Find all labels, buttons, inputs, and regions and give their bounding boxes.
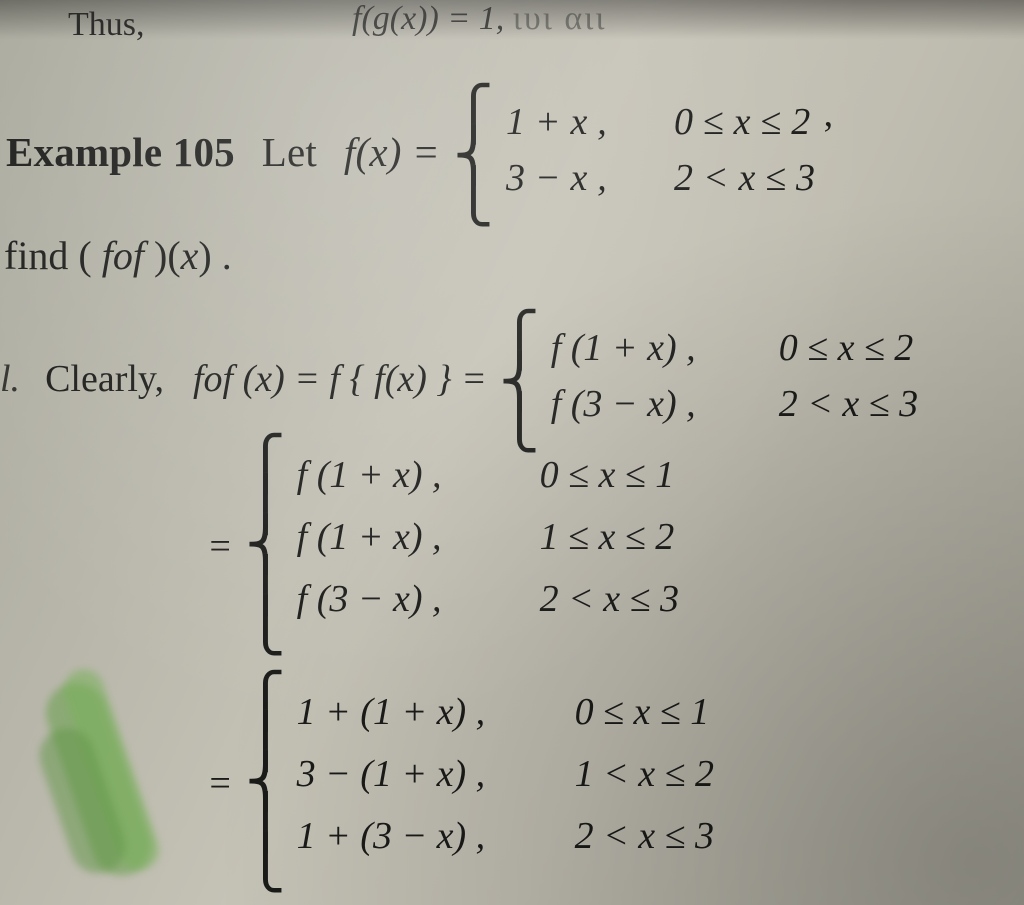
clearly-word: Clearly,	[45, 358, 164, 400]
piecewise-2: f (1 + x) , 0 ≤ x ≤ 2 f (3 − x) , 2 < x …	[551, 326, 918, 438]
pw2-r1-l: f (1 + x) ,	[551, 326, 751, 370]
pw3-r3-r: 2 < x ≤ 3	[512, 577, 679, 621]
pw3-r1-r: 0 ≤ x ≤ 1	[512, 453, 675, 497]
fg-expr: f(g(x)) = 1,	[352, 0, 504, 37]
pw1-r1-r: 0 ≤ x ≤ 2	[646, 100, 810, 144]
pw4-r1-r: 0 ≤ x ≤ 1	[547, 690, 710, 734]
brace-2: ⎧⎨⎩	[500, 320, 539, 445]
cutoff-text: ιυι αιι	[513, 0, 607, 37]
text-thus: Thus,	[68, 6, 145, 44]
brace-1: ⎧⎨⎩	[454, 94, 493, 219]
pw4-r3-r: 2 < x ≤ 3	[547, 814, 714, 858]
pw1-r2-r: 2 < x ≤ 3	[646, 156, 815, 200]
clearly-line: l. Clearly, fof (x) = f { f(x) } = ⎧⎨⎩ f…	[0, 320, 918, 445]
pw4-r1-l: 1 + (1 + x) ,	[297, 690, 547, 734]
pw3-r2-l: f (1 + x) ,	[297, 515, 512, 559]
eq4: =	[207, 762, 233, 804]
block-4: = ⎧⎪⎨⎪⎩ 1 + (1 + x) , 0 ≤ x ≤ 1 3 − (1 +…	[207, 682, 714, 885]
pw4-r2-l: 3 − (1 + x) ,	[297, 752, 547, 796]
highlighter-smear	[3, 636, 215, 888]
example-line: Example 105 Let f(x) = ⎧⎨⎩ 1 + x , 0 ≤ x…	[6, 94, 835, 219]
text-fg-partial: f(g(x)) = 1, ιυι αιι	[352, 0, 607, 38]
find-line: find ( fof )(x) .	[4, 232, 232, 279]
pw1-r1-l: 1 + x ,	[506, 100, 646, 144]
let-word: Let	[262, 129, 317, 175]
pw2-r1-r: 0 ≤ x ≤ 2	[751, 326, 914, 370]
pw2-r2-r: 2 < x ≤ 3	[751, 382, 918, 426]
marginal-l: l.	[0, 358, 20, 400]
pw3-r3-l: f (3 − x) ,	[297, 577, 512, 621]
pw3-r1-l: f (1 + x) ,	[297, 453, 512, 497]
piecewise-3: f (1 + x) , 0 ≤ x ≤ 1 f (1 + x) , 1 ≤ x …	[297, 453, 679, 639]
pw4-r3-l: 1 + (3 − x) ,	[297, 814, 547, 858]
pw1-r2-l: 3 − x ,	[506, 156, 646, 200]
piecewise-4: 1 + (1 + x) , 0 ≤ x ≤ 1 3 − (1 + x) , 1 …	[297, 690, 714, 876]
page: Thus, f(g(x)) = 1, ιυι αιι Example 105 L…	[0, 0, 1024, 905]
block-3: = ⎧⎪⎨⎪⎩ f (1 + x) , 0 ≤ x ≤ 1 f (1 + x) …	[207, 445, 679, 648]
pw2-r2-l: f (3 − x) ,	[551, 382, 751, 426]
pw1-trailing: ,	[824, 93, 834, 135]
brace-4: ⎧⎪⎨⎪⎩	[246, 682, 285, 885]
example-label: Example 105	[6, 129, 235, 175]
piecewise-1: 1 + x , 0 ≤ x ≤ 2 3 − x , 2 < x ≤ 3	[506, 100, 815, 212]
pw4-r2-r: 1 < x ≤ 2	[547, 752, 714, 796]
fof-expr: fof (x) = f { f(x) } =	[193, 358, 496, 400]
eq3: =	[207, 525, 233, 567]
pw3-r2-r: 1 ≤ x ≤ 2	[512, 515, 675, 559]
f-eq: f(x) =	[344, 129, 440, 175]
brace-3: ⎧⎪⎨⎪⎩	[246, 445, 285, 648]
find-text: find ( fof )(x) .	[4, 233, 232, 278]
